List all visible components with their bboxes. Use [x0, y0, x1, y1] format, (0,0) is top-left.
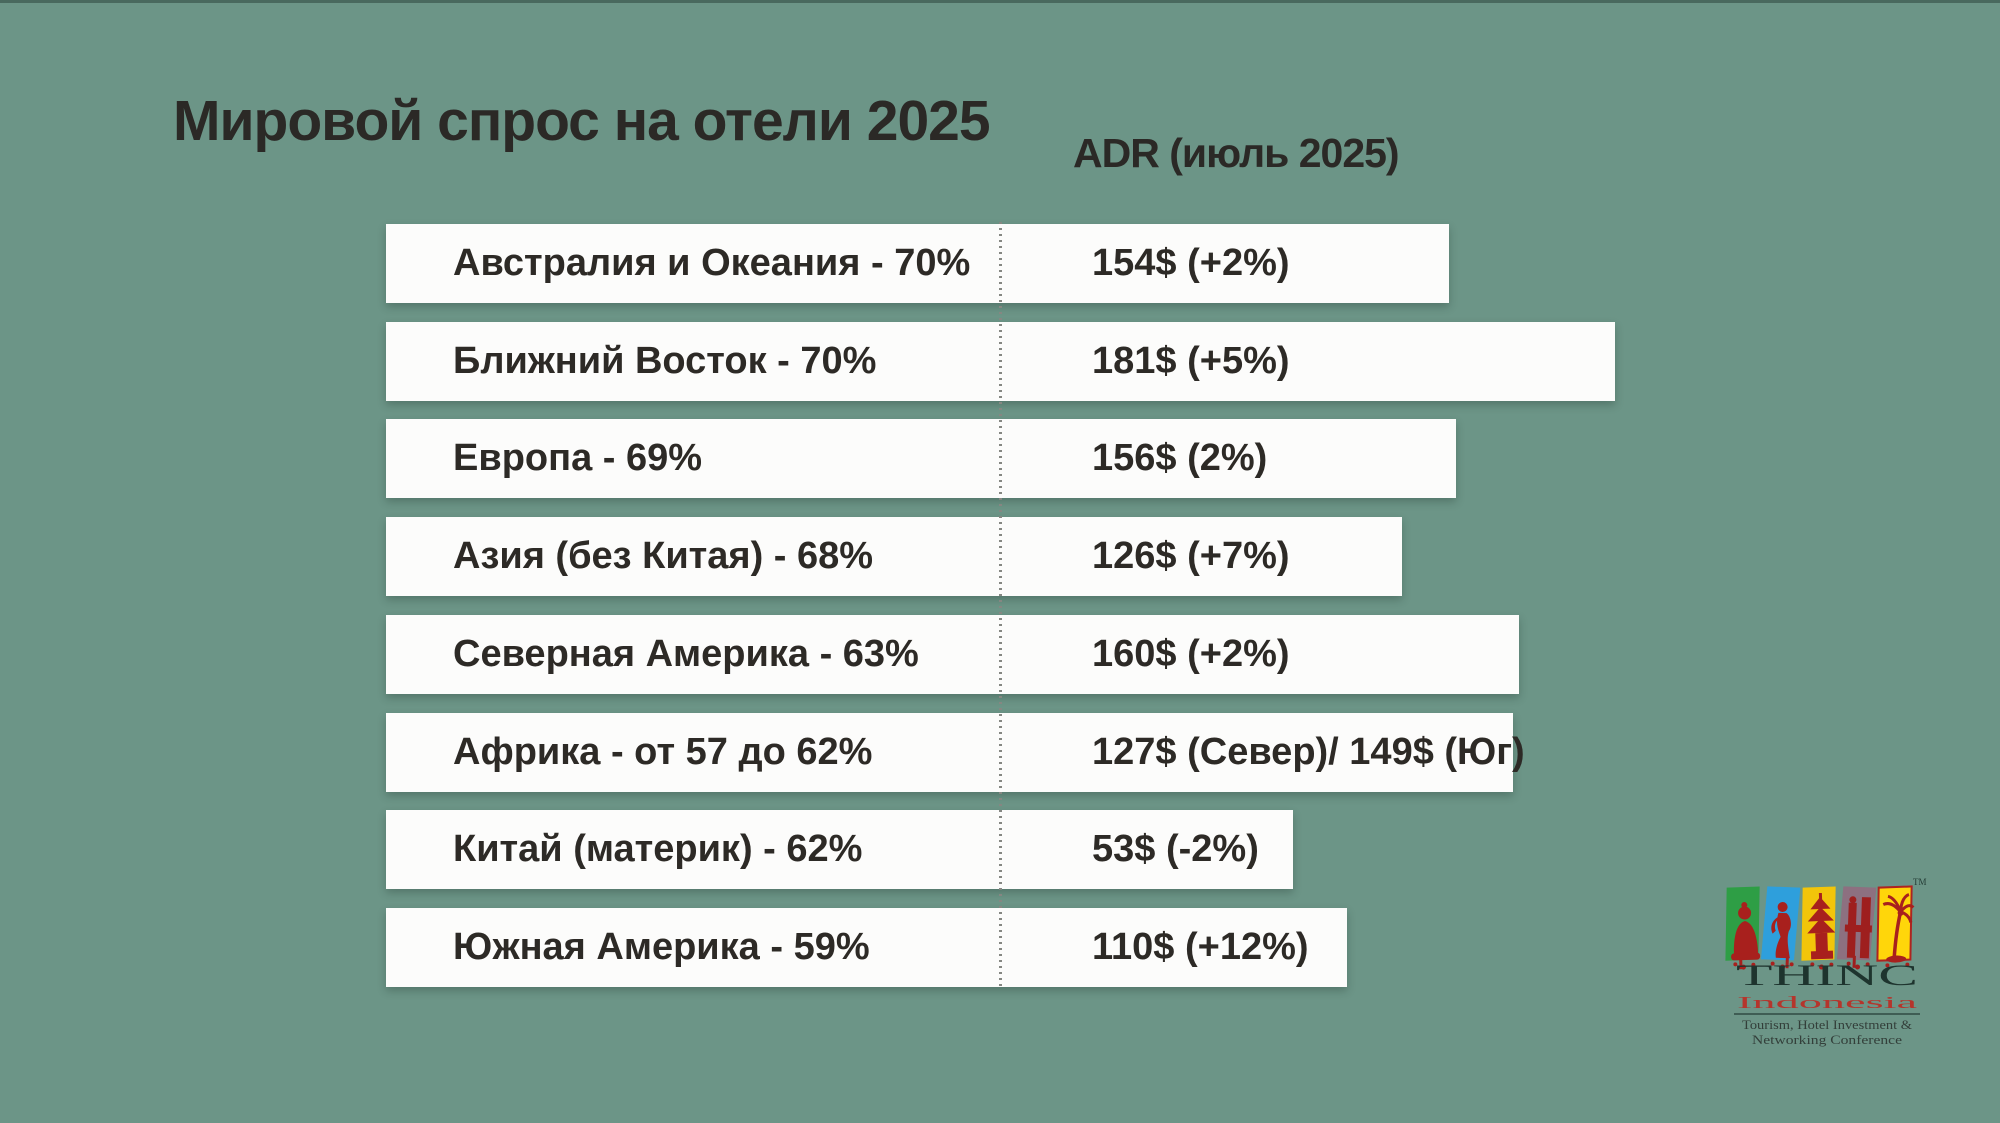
adr-value: 127$ (Север)/ 149$ (Юг)	[1092, 730, 1525, 773]
logo-tile-dancer	[1760, 886, 1801, 970]
logo-brand-text: THINC	[1736, 959, 1918, 992]
logo-country-text: Indonesia	[1737, 993, 1918, 1012]
logo-tile-pagoda	[1801, 886, 1836, 970]
logo-tile-palm	[1876, 885, 1915, 968]
region-label: Европа - 69%	[453, 437, 703, 480]
logo-tagline-line2: Networking Conference	[1752, 1033, 1903, 1047]
page-title: Мировой спрос на отели 2025	[173, 89, 991, 153]
bar-row-south-america: Южная Америка - 59% 110$ (+12%)	[386, 907, 1347, 987]
bar-row-asia-ex-china: Азия (без Китая) - 68% 126$ (+7%)	[386, 517, 1402, 597]
adr-value: 110$ (+12%)	[1092, 925, 1309, 968]
region-label: Китай (материк) - 62%	[453, 828, 863, 871]
thinc-logo-graphic: TM	[1725, 877, 1927, 1047]
region-label: Азия (без Китая) - 68%	[453, 535, 874, 578]
thinc-indonesia-logo: TM	[1722, 877, 1932, 1049]
adr-value: 126$ (+7%)	[1092, 535, 1290, 578]
adr-column-header: ADR (июль 2025)	[1073, 130, 1400, 176]
bar-row-europe: Европа - 69% 156$ (2%)	[386, 419, 1456, 499]
bar-row-north-america: Северная Америка - 63% 160$ (+2%)	[386, 614, 1519, 694]
logo-tile-buddha	[1725, 886, 1761, 970]
trademark-label: TM	[1913, 877, 1927, 887]
logo-tagline-line1: Tourism, Hotel Investment &	[1742, 1018, 1912, 1032]
bar-row-africa: Африка - от 57 до 62% 127$ (Север)/ 149$…	[386, 712, 1525, 792]
logo-tile-figures	[1836, 886, 1877, 970]
column-divider-dotted-line	[999, 222, 1002, 990]
adr-value: 53$ (-2%)	[1092, 828, 1259, 871]
region-label: Австралия и Океания - 70%	[453, 242, 971, 284]
adr-value: 154$ (+2%)	[1092, 242, 1290, 284]
region-label: Африка - от 57 до 62%	[453, 730, 873, 773]
region-label: Южная Америка - 59%	[453, 925, 870, 968]
adr-value: 181$ (+5%)	[1092, 339, 1290, 382]
adr-value: 160$ (+2%)	[1092, 632, 1290, 675]
bar-row-china-mainland: Китай (материк) - 62% 53$ (-2%)	[386, 810, 1293, 890]
bar-row-australia-oceania: Австралия и Океания - 70% 154$ (+2%)	[386, 224, 1449, 303]
region-label: Северная Америка - 63%	[453, 632, 919, 675]
adr-value: 156$ (2%)	[1092, 437, 1268, 480]
region-label: Ближний Восток - 70%	[453, 339, 877, 382]
